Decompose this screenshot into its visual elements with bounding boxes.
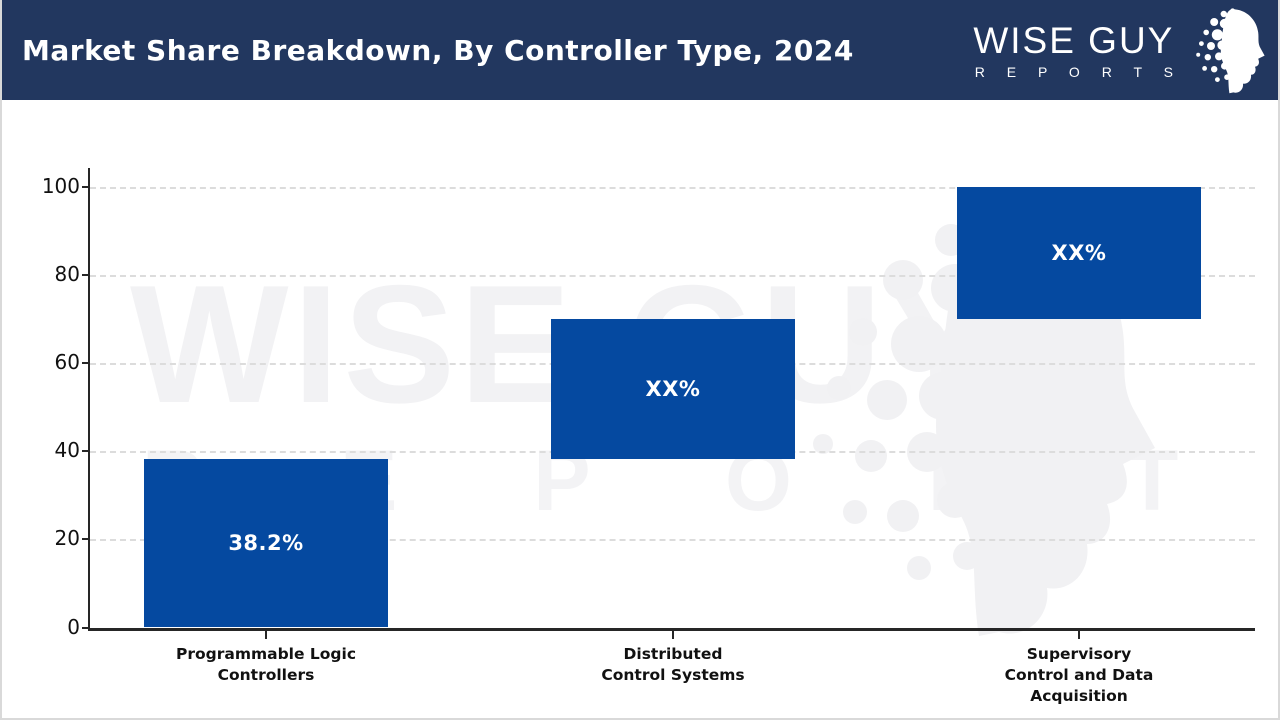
y-tick-label-0: 0 (67, 614, 80, 639)
logo-wordmark-line2: R E P O R T S (974, 63, 1182, 80)
x-tick-mark (672, 630, 674, 639)
y-axis-line (88, 168, 90, 630)
logo-wordmark-line1: WISE GUY (973, 19, 1175, 61)
gridline-20 (90, 539, 1255, 542)
y-tick-mark (82, 361, 90, 364)
y-tick-label-60: 60 (54, 349, 80, 374)
y-tick-mark (82, 538, 90, 541)
y-tick-label-100: 100 (41, 173, 80, 198)
gridline-100 (90, 186, 1255, 189)
bar-3: XX% (957, 186, 1201, 319)
x-tick-mark (265, 630, 267, 639)
chart-title: Market Share Breakdown, By Controller Ty… (22, 33, 854, 67)
x-tick-mark (1078, 630, 1080, 639)
header-bar: Market Share Breakdown, By Controller Ty… (2, 0, 1278, 100)
gridline-80 (90, 274, 1255, 277)
y-tick-mark (82, 185, 90, 188)
category-label-1: Programmable Logic Controllers (175, 644, 357, 684)
bar-value-label: XX% (1051, 240, 1107, 265)
bar-value-label: 38.2% (228, 531, 304, 556)
x-axis-line (88, 627, 1255, 631)
bar-1: 38.2% (144, 459, 388, 628)
y-tick-label-40: 40 (54, 438, 80, 463)
y-tick-label-80: 80 (54, 261, 80, 286)
logo-face-icon (1196, 8, 1265, 94)
bar-value-label: XX% (645, 376, 701, 401)
y-tick-mark (82, 450, 90, 453)
y-tick-label-20: 20 (54, 526, 80, 551)
bar-2: XX% (551, 318, 795, 460)
y-tick-mark (82, 626, 90, 629)
wise-guy-reports-logo: WISE GUY R E P O R T S (966, 6, 1278, 94)
logo-wordmark: WISE GUY R E P O R T S (966, 22, 1182, 79)
category-label-2: Distributed Control Systems (601, 644, 745, 684)
category-label-3: Supervisory Control and Data Acquisition (1004, 644, 1154, 705)
y-tick-mark (82, 273, 90, 276)
